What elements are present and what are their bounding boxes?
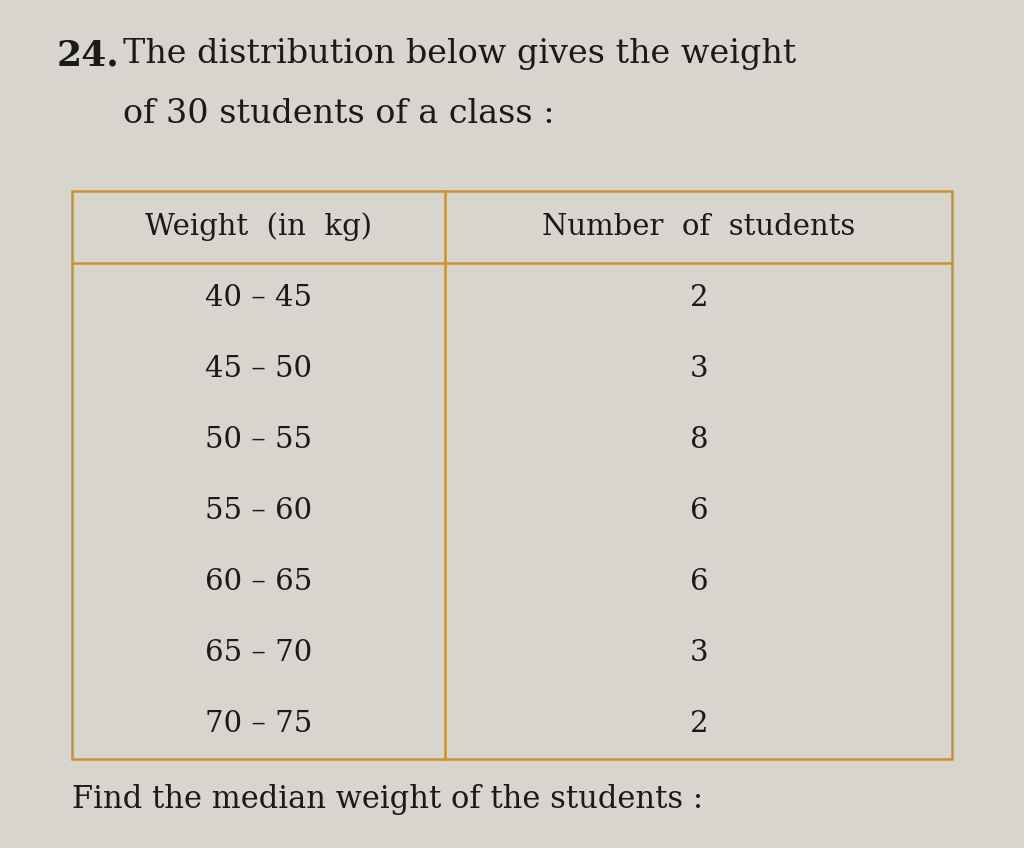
- Text: Find the median weight of the students :: Find the median weight of the students :: [72, 784, 702, 816]
- Text: 55 – 60: 55 – 60: [205, 497, 312, 525]
- Text: 40 – 45: 40 – 45: [205, 284, 312, 312]
- Text: 24.: 24.: [56, 38, 119, 72]
- Text: 3: 3: [689, 639, 709, 667]
- Text: 6: 6: [689, 497, 709, 525]
- Text: 2: 2: [689, 284, 709, 312]
- Text: 45 – 50: 45 – 50: [205, 355, 312, 383]
- Text: 3: 3: [689, 355, 709, 383]
- Text: 65 – 70: 65 – 70: [205, 639, 312, 667]
- Text: 8: 8: [689, 426, 709, 454]
- Text: 2: 2: [689, 710, 709, 738]
- Text: 60 – 65: 60 – 65: [205, 568, 312, 596]
- Text: Number  of  students: Number of students: [543, 213, 855, 241]
- Text: 70 – 75: 70 – 75: [205, 710, 312, 738]
- Text: The distribution below gives the weight: The distribution below gives the weight: [123, 38, 796, 70]
- Text: of 30 students of a class :: of 30 students of a class :: [123, 98, 555, 130]
- Text: 50 – 55: 50 – 55: [205, 426, 312, 454]
- Text: Weight  (in  kg): Weight (in kg): [145, 213, 372, 241]
- Text: 6: 6: [689, 568, 709, 596]
